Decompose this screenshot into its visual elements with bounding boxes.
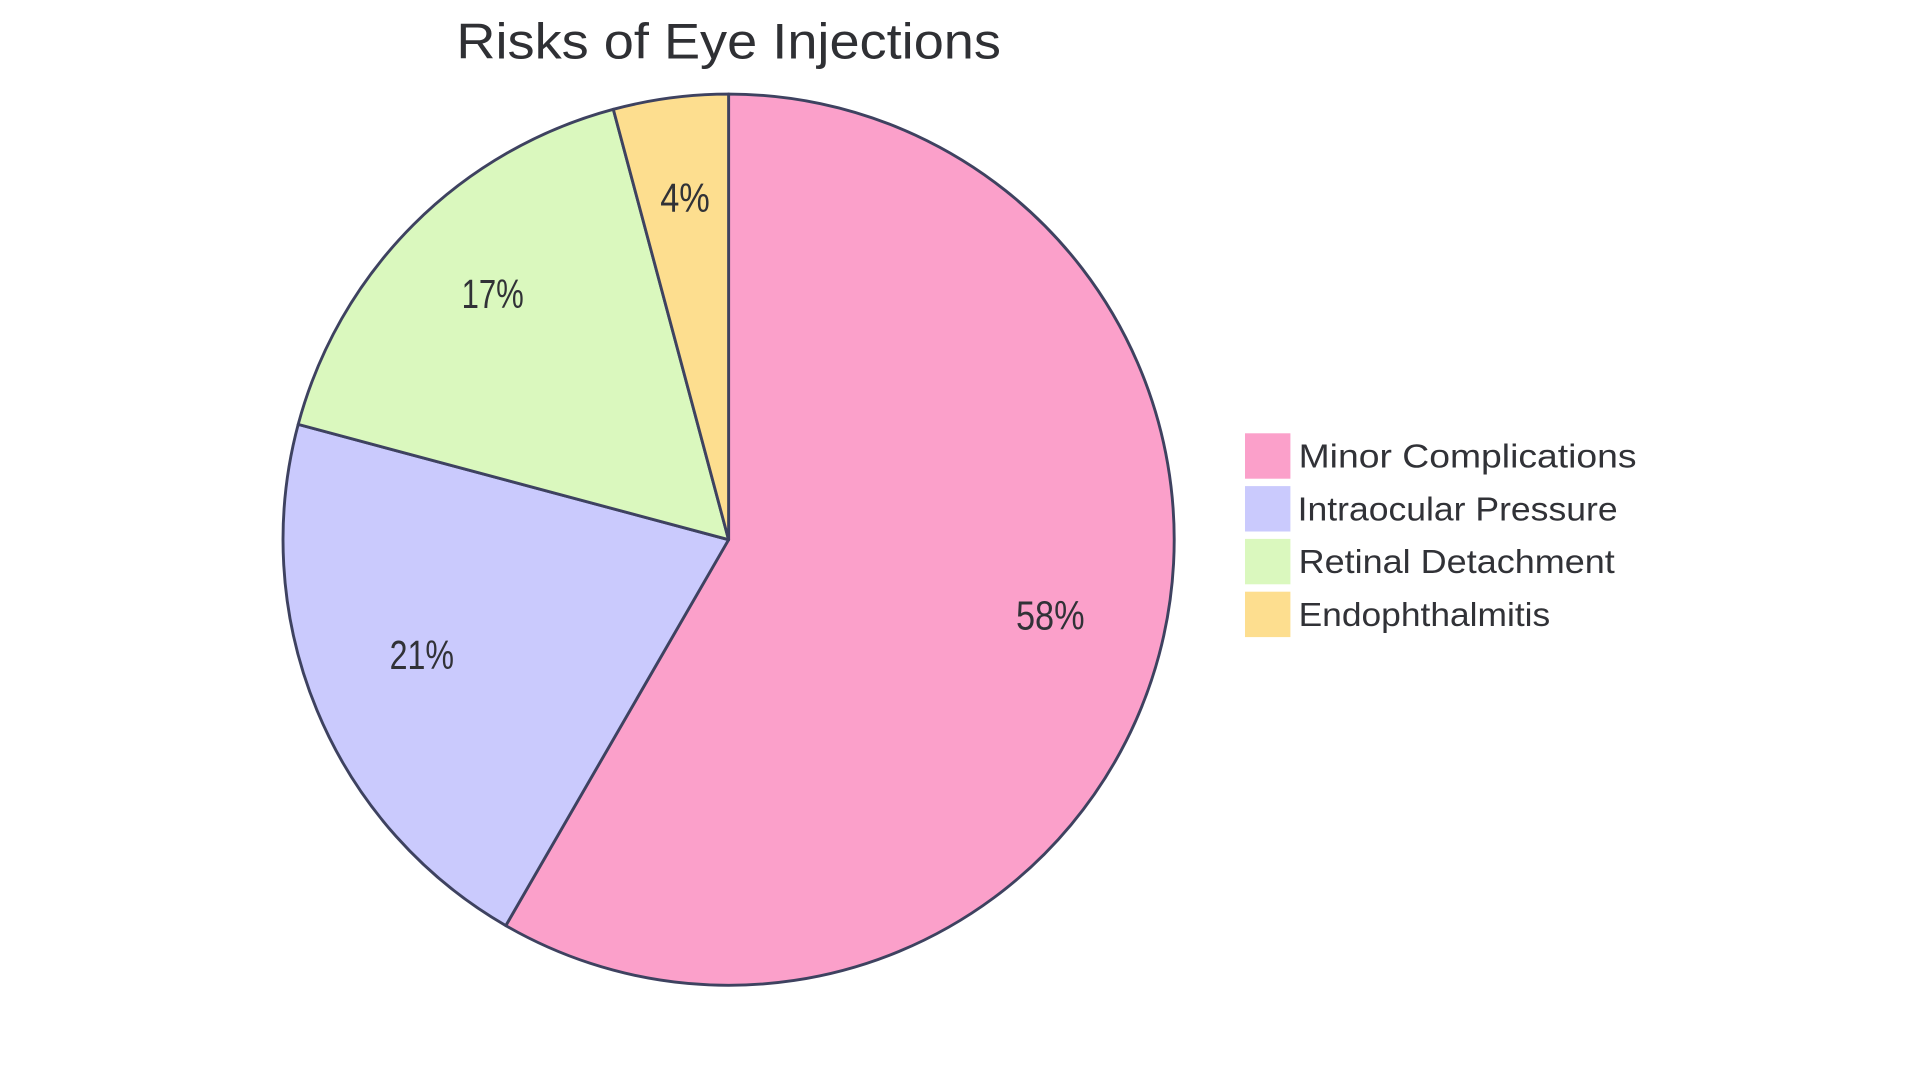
svg-text:58%: 58% [1016,592,1085,638]
svg-text:Endophthalmitis: Endophthalmitis [1299,597,1551,634]
svg-text:Risks of Eye Injections: Risks of Eye Injections [456,13,1001,69]
svg-text:17%: 17% [462,271,524,317]
svg-text:Retinal Detachment: Retinal Detachment [1299,544,1615,581]
svg-text:4%: 4% [660,175,710,221]
svg-text:Minor Complications: Minor Complications [1299,439,1637,476]
svg-text:21%: 21% [390,632,454,678]
svg-text:Intraocular Pressure: Intraocular Pressure [1298,491,1618,528]
